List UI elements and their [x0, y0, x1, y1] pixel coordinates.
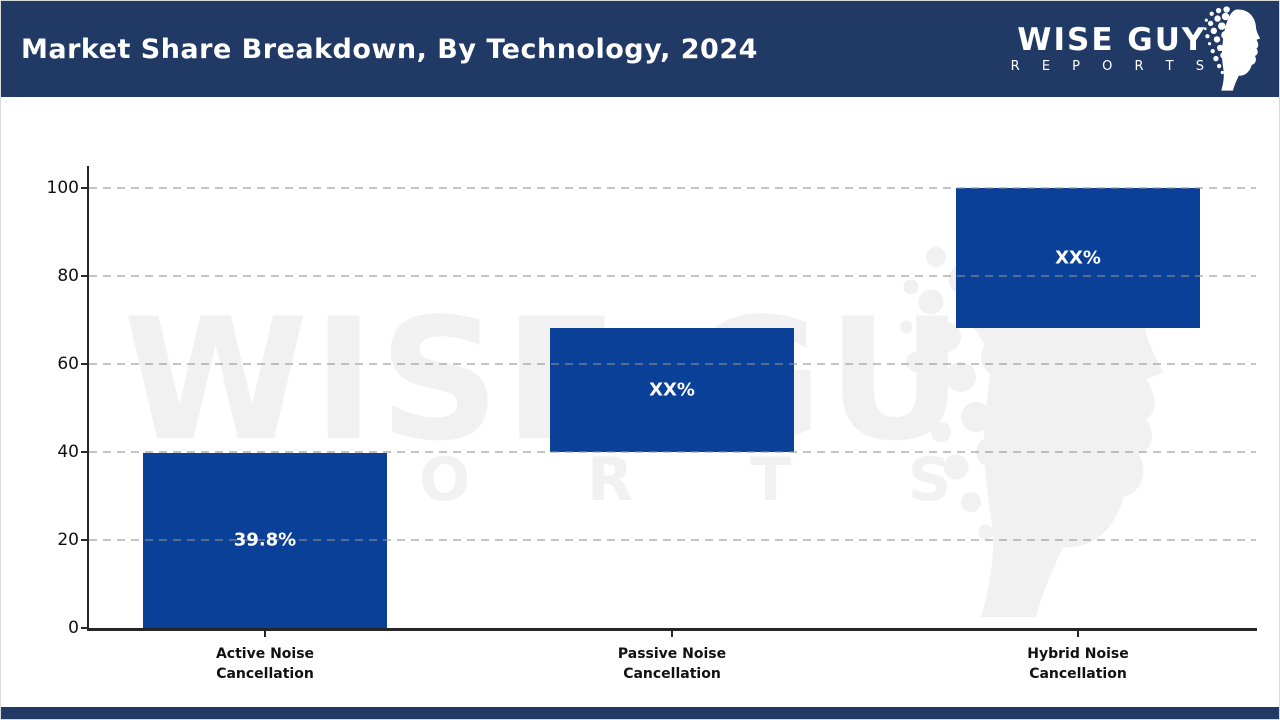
y-tick-label: 0 [68, 618, 79, 638]
logo-name: WISE GUY [1017, 22, 1207, 59]
x-tick [671, 631, 673, 637]
y-tick-label: 40 [57, 441, 79, 462]
y-tick-60 [81, 362, 89, 365]
footer-bar [1, 707, 1279, 719]
x-tick [1077, 631, 1079, 637]
logo-subtitle: R E P O R T S [1010, 58, 1213, 74]
y-tick-label: 60 [57, 353, 79, 374]
logo-wordmark: WISE GUY R E P O R T S [1011, 24, 1213, 74]
y-tick-label: 100 [46, 177, 79, 198]
y-tick-80 [81, 274, 89, 277]
bar-segment [956, 187, 1200, 329]
gridline-40 [89, 450, 1256, 453]
gridline-80 [89, 274, 1256, 277]
y-tick-100 [81, 186, 89, 189]
bar-value-label: XX% [649, 379, 695, 401]
bar-value-label: XX% [1055, 247, 1101, 269]
y-tick-0 [81, 627, 89, 629]
y-tick-40 [81, 450, 89, 453]
x-category-label: Active Noise Cancellation [215, 646, 315, 683]
y-tick-label: 80 [57, 265, 79, 286]
chart-area: WISE GUY R O R T S 0 20 40 60 80 100 39.8% XX% X… [1, 97, 1279, 709]
gridline-60 [89, 362, 1256, 365]
header-bar: Market Share Breakdown, By Technology, 2… [1, 1, 1279, 97]
chart-title: Market Share Breakdown, By Technology, 2… [21, 33, 758, 65]
bar-segment [550, 328, 794, 452]
x-axis-spine [87, 628, 1257, 631]
y-axis-spine [87, 166, 89, 628]
y-tick-label: 20 [57, 529, 79, 550]
wise-guy-logo: WISE GUY R E P O R T S [1011, 6, 1265, 92]
y-tick-20 [81, 538, 89, 541]
x-tick [264, 631, 266, 637]
gridline-20 [89, 538, 1256, 541]
x-category-label: Hybrid Noise Cancellation [1027, 646, 1129, 683]
gridline-100 [89, 186, 1256, 189]
x-category-label: Passive Noise Cancellation [617, 646, 727, 683]
bar-value-label: 39.8% [233, 529, 297, 551]
dot-face-profile-icon [1201, 6, 1265, 92]
